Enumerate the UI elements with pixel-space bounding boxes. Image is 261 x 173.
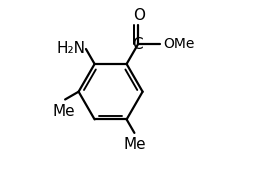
Text: Me: Me xyxy=(52,104,75,119)
Text: H₂N: H₂N xyxy=(56,42,85,57)
Text: OMe: OMe xyxy=(163,38,194,52)
Text: O: O xyxy=(133,8,145,23)
Text: Me: Me xyxy=(124,137,147,152)
Text: C: C xyxy=(133,37,143,52)
